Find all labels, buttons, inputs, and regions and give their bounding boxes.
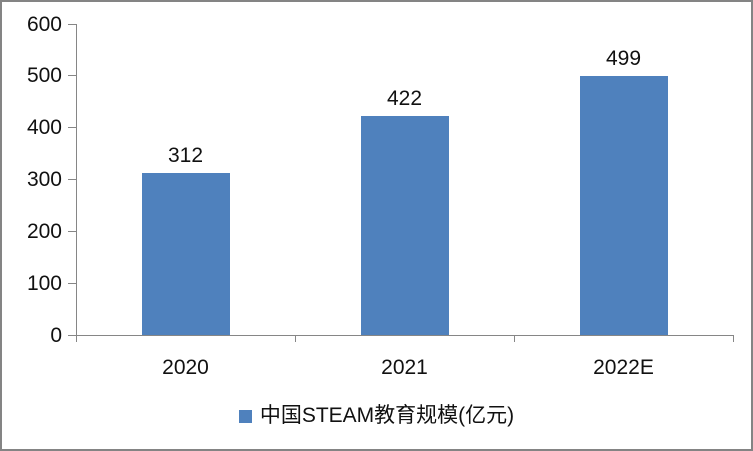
x-axis-line (76, 335, 734, 336)
bar-2021 (360, 116, 449, 335)
y-axis-line (76, 24, 77, 336)
legend-series-label: 中国STEAM教育规模(亿元) (259, 404, 515, 427)
y-axis-tick (68, 179, 76, 180)
legend: 中国STEAM教育规模(亿元) (2, 403, 751, 429)
y-axis-tick-label: 200 (26, 219, 62, 243)
y-axis-tick (68, 23, 76, 25)
y-axis-tick (68, 75, 76, 77)
y-axis-tick-label: 0 (50, 323, 62, 347)
y-axis-tick (68, 282, 76, 284)
bar-2020 (141, 173, 230, 335)
bar-value-label: 312 (167, 144, 204, 168)
x-axis-tick (513, 335, 515, 342)
y-axis-tick-label: 100 (26, 271, 62, 295)
x-axis-category-label: 2021 (381, 356, 428, 379)
y-axis-tick-label: 500 (26, 64, 62, 88)
y-axis-tick (68, 334, 76, 336)
bar-value-label: 422 (386, 87, 423, 111)
bar-2022e (579, 76, 668, 335)
y-axis-tick (68, 230, 76, 232)
y-axis-tick (68, 127, 76, 129)
legend-marker-square (238, 409, 252, 423)
x-axis-category-label: 2022E (593, 356, 654, 379)
bar-value-label: 499 (605, 47, 642, 71)
x-axis-tick (294, 335, 296, 342)
y-axis-tick-label: 600 (26, 12, 62, 36)
y-axis-tick-label: 400 (26, 116, 62, 140)
x-axis-tick (732, 335, 734, 342)
x-axis-category-label: 2020 (162, 356, 209, 379)
y-axis-tick-label: 300 (26, 168, 62, 191)
x-axis-tick (75, 335, 77, 342)
